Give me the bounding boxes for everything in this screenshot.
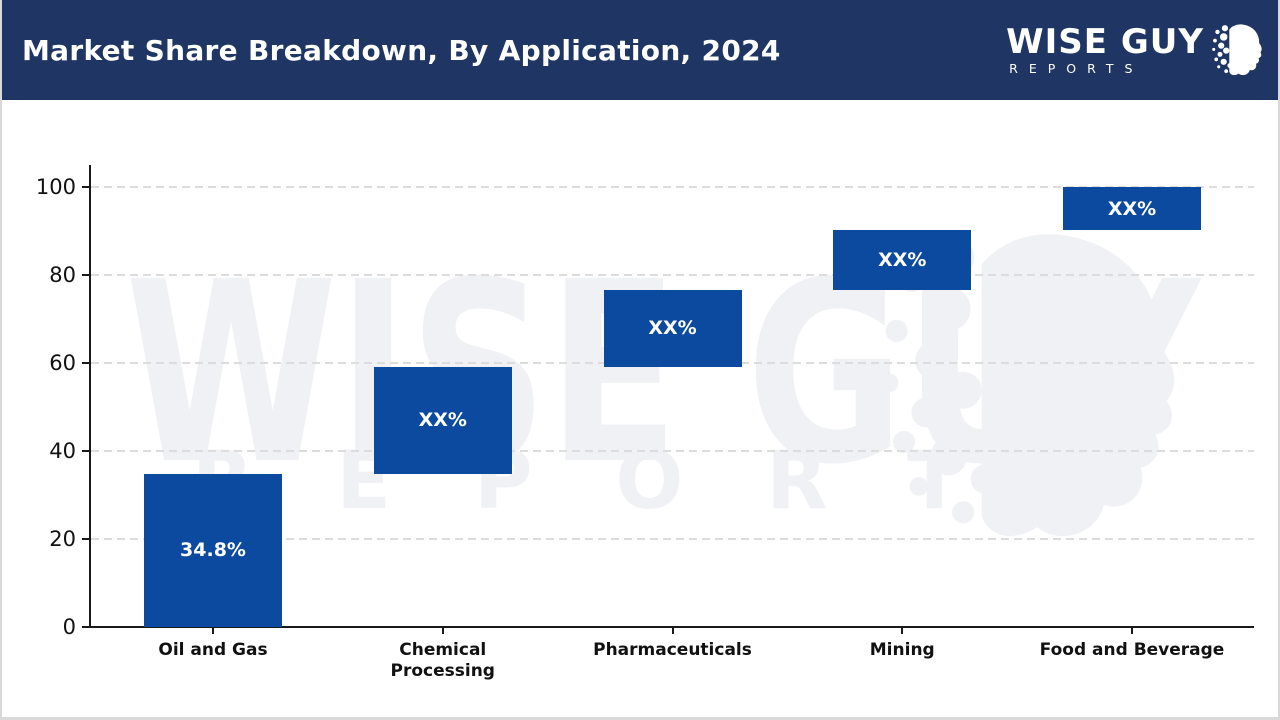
y-axis-tick [82,450,89,452]
y-axis-tick-label: 60 [49,351,76,375]
logo-head-icon [1212,24,1262,76]
brand-subtitle: REPORTS [1009,60,1144,76]
x-axis-tick [671,627,674,634]
x-axis-tick-label: Pharmaceuticals [593,640,752,660]
waterfall-chart: 0 20 40 60 80 100 34.8% Oil and Gas XX% Chemical … [2,100,1278,717]
x-axis-tick [441,627,444,634]
y-axis-tick-label: 100 [35,175,76,199]
bar-value-label: XX% [648,317,697,340]
header: Market Share Breakdown, By Application, … [2,0,1278,100]
waterfall-bar: XX% [1063,187,1201,231]
gridline [91,450,1254,452]
x-axis-tick-label: Mining [869,640,935,660]
bar-value-label: XX% [1107,197,1157,220]
brand-name: WISE GUY [1006,21,1204,62]
x-axis-tick [212,627,214,634]
watermark-text-2: REPORTS [192,434,1102,527]
y-axis-tick [82,274,89,276]
x-axis-tick-label: Chemical Processing [390,640,495,682]
waterfall-bar: XX% [833,230,972,290]
waterfall-bar: 34.8% [144,473,282,627]
x-axis-tick [1131,627,1133,634]
gridline [91,538,1254,540]
x-axis-tick-label: Oil and Gas [158,640,268,660]
y-axis-tick-label: 80 [49,263,76,287]
page-title: Market Share Breakdown, By Application, … [22,33,781,67]
bar-value-label: XX% [878,249,927,272]
bar-value-label: 34.8% [180,539,246,562]
x-axis-tick [901,627,904,634]
y-axis-tick [82,362,89,364]
watermark-text-1: WISE GUY [125,228,1202,519]
y-axis-tick-label: 20 [49,527,76,551]
bar-value-label: XX% [418,409,467,432]
y-axis-tick-label: 40 [49,439,76,463]
y-axis-line [89,165,91,628]
y-axis-tick [82,626,89,628]
y-axis-tick [82,538,89,540]
y-axis-tick [82,186,89,188]
brand-logo: WISE GUY REPORTS [1006,12,1266,88]
y-axis-tick-label: 0 [62,615,76,639]
gridline [91,186,1254,188]
waterfall-bar: XX% [603,289,742,367]
x-axis-tick-label: Food and Beverage [1039,640,1225,660]
gridline [91,274,1254,276]
waterfall-bar: XX% [373,366,512,474]
watermark: WISE GUY REPORTS [125,228,1202,537]
